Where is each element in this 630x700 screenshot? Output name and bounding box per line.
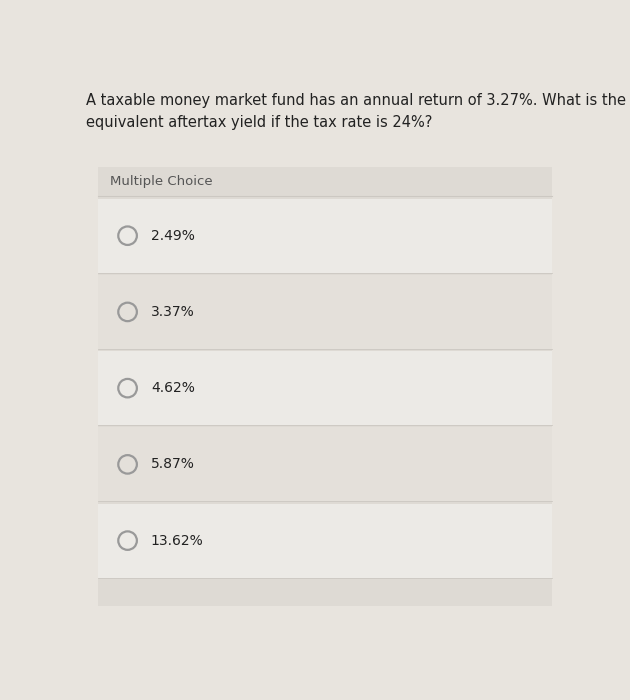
Bar <box>98 351 551 425</box>
Text: 5.87%: 5.87% <box>151 457 195 471</box>
Bar <box>98 167 551 606</box>
Bar <box>98 428 551 501</box>
Bar <box>98 199 551 273</box>
Text: 2.49%: 2.49% <box>151 229 195 243</box>
Bar <box>98 275 551 349</box>
Text: 13.62%: 13.62% <box>151 533 203 547</box>
Bar <box>98 167 551 197</box>
Text: 3.37%: 3.37% <box>151 305 195 319</box>
Text: 4.62%: 4.62% <box>151 381 195 395</box>
Bar <box>98 504 551 578</box>
Text: A taxable money market fund has an annual return of 3.27%. What is the
equivalen: A taxable money market fund has an annua… <box>86 93 626 130</box>
Text: Multiple Choice: Multiple Choice <box>110 175 212 188</box>
